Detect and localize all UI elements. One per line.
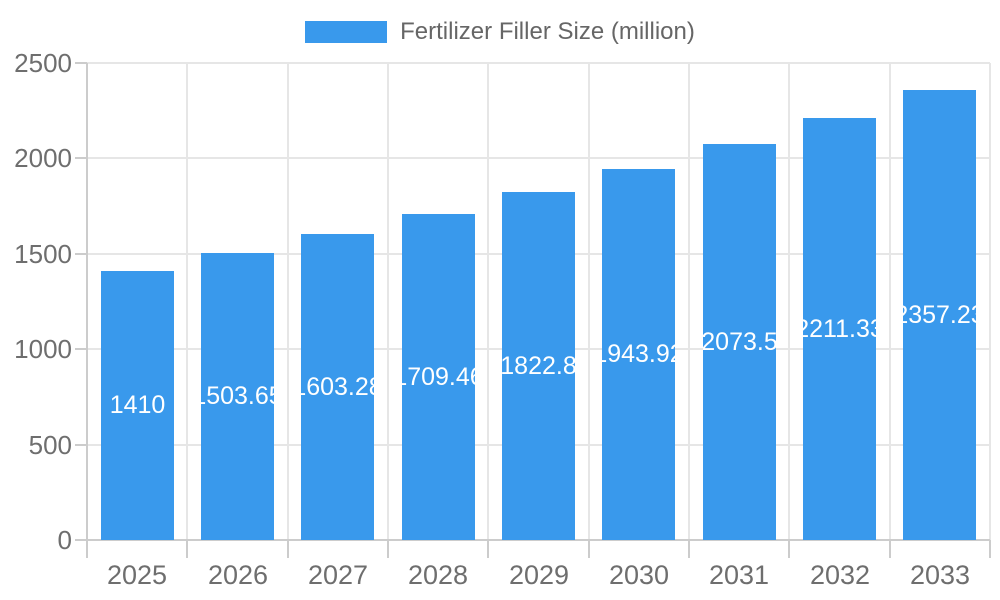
legend-swatch-icon	[305, 21, 388, 43]
bar-value-label: 2073.5	[703, 327, 776, 356]
y-axis-tick-2500	[75, 62, 87, 64]
bar-value-label: 1709.46	[402, 362, 475, 391]
bar-value-label: 2211.33	[803, 314, 876, 343]
y-axis-label-0: 0	[57, 525, 72, 555]
x-axis-tick-1	[186, 540, 188, 558]
gridline-x-7	[788, 63, 790, 540]
gridline-x-9	[989, 63, 991, 540]
x-axis-tick-2	[287, 540, 289, 558]
y-axis-label-1000: 1000	[14, 334, 72, 364]
gridline-x-8	[889, 63, 891, 540]
x-axis-label-2030: 2030	[608, 560, 670, 590]
x-axis-tick-8	[889, 540, 891, 558]
x-axis-label-2028: 2028	[407, 560, 469, 590]
bar-2031[interactable]: 2073.5	[703, 144, 776, 540]
x-axis-label-2031: 2031	[708, 560, 770, 590]
x-axis-tick-3	[387, 540, 389, 558]
y-axis-tick-1000	[75, 348, 87, 350]
x-axis-label-2032: 2032	[809, 560, 871, 590]
y-axis-line	[86, 63, 88, 558]
y-axis-label-1500: 1500	[14, 239, 72, 269]
x-axis-label-2029: 2029	[508, 560, 570, 590]
bar-value-label: 1603.28	[301, 372, 374, 401]
bar-2030[interactable]: 1943.92	[602, 169, 675, 540]
bar-value-label: 1503.65	[201, 382, 274, 410]
x-axis-line	[75, 539, 990, 541]
gridline-x-5	[588, 63, 590, 540]
bar-2029[interactable]: 1822.8	[502, 192, 575, 540]
x-axis-tick-4	[487, 540, 489, 558]
x-axis-tick-6	[688, 540, 690, 558]
x-axis-label-2025: 2025	[106, 560, 168, 590]
bar-2032[interactable]: 2211.33	[803, 118, 876, 540]
y-axis-tick-500	[75, 444, 87, 446]
gridline-x-2	[287, 63, 289, 540]
y-axis-label-500: 500	[28, 430, 72, 460]
gridline-x-1	[186, 63, 188, 540]
y-axis-tick-2000	[75, 157, 87, 159]
bar-2026[interactable]: 1503.65	[201, 253, 274, 540]
bar-value-label: 1410	[109, 391, 166, 419]
x-axis-label-2026: 2026	[207, 560, 269, 590]
x-axis-tick-5	[588, 540, 590, 558]
gridline-y-2000	[87, 157, 990, 159]
x-axis-label-2033: 2033	[909, 560, 971, 590]
bar-value-label: 1943.92	[602, 340, 675, 368]
y-axis-tick-1500	[75, 253, 87, 255]
bar-value-label: 1822.8	[502, 351, 575, 380]
y-axis-label-2000: 2000	[14, 143, 72, 173]
gridline-x-6	[688, 63, 690, 540]
gridline-x-4	[487, 63, 489, 540]
bar-2027[interactable]: 1603.28	[301, 234, 374, 540]
x-axis-label-2027: 2027	[307, 560, 369, 590]
bar-2025[interactable]: 1410	[101, 271, 174, 540]
gridline-y-2500	[87, 62, 990, 64]
bar-2028[interactable]: 1709.46	[402, 214, 475, 540]
gridline-x-3	[387, 63, 389, 540]
x-axis-tick-9	[989, 540, 991, 558]
legend-item[interactable]: Fertilizer Filler Size (million)	[0, 20, 1000, 44]
y-axis-label-2500: 2500	[14, 48, 72, 78]
legend-label: Fertilizer Filler Size (million)	[400, 18, 695, 45]
x-axis-tick-7	[788, 540, 790, 558]
